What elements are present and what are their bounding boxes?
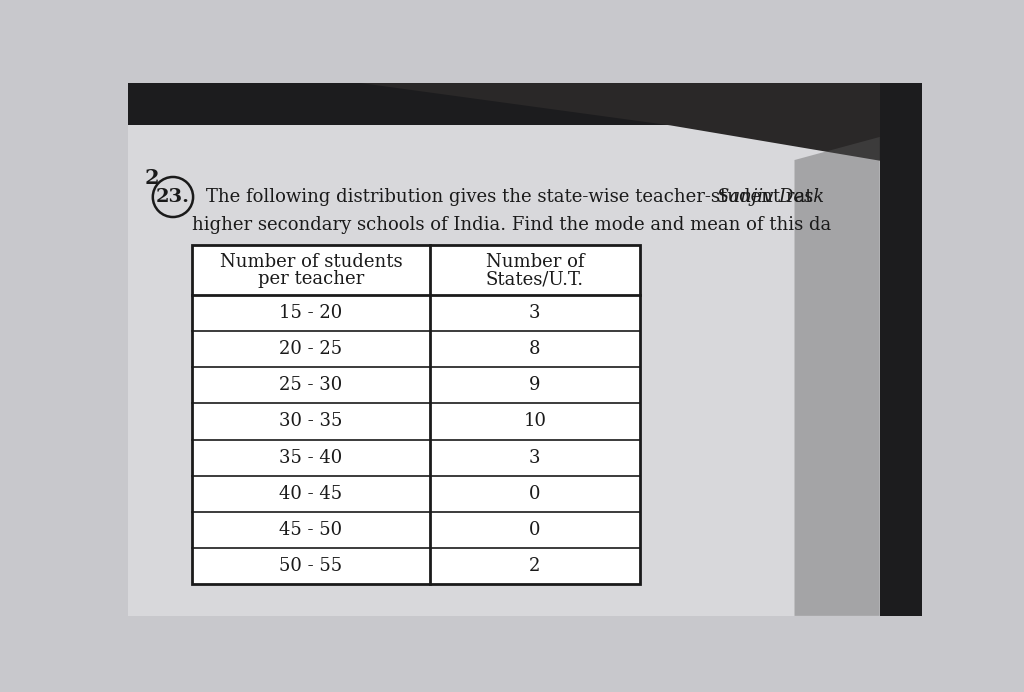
Text: 3: 3	[529, 304, 541, 322]
Text: 2: 2	[529, 557, 541, 575]
Bar	[880, 83, 922, 616]
Text: higher secondary schools of India. Find the mode and mean of this da: higher secondary schools of India. Find …	[191, 217, 830, 235]
Bar	[128, 83, 922, 125]
Text: 0: 0	[529, 521, 541, 539]
Text: Number of students: Number of students	[219, 253, 402, 271]
Polygon shape	[795, 137, 880, 616]
Text: The following distribution gives the state-wise teacher-student rat: The following distribution gives the sta…	[206, 188, 812, 206]
Text: 35 - 40: 35 - 40	[280, 448, 342, 466]
Text: States/U.T.: States/U.T.	[485, 270, 584, 288]
Text: 15 - 20: 15 - 20	[280, 304, 342, 322]
Text: 50 - 55: 50 - 55	[280, 557, 342, 575]
Text: 40 - 45: 40 - 45	[280, 485, 342, 503]
Text: 8: 8	[529, 340, 541, 358]
Text: 25 - 30: 25 - 30	[280, 376, 342, 394]
Text: 10: 10	[523, 412, 547, 430]
Text: 30 - 35: 30 - 35	[280, 412, 343, 430]
Bar	[191, 245, 640, 584]
Text: 9: 9	[529, 376, 541, 394]
Text: Number of: Number of	[485, 253, 584, 271]
Text: 0: 0	[529, 485, 541, 503]
Text: Sanjiv Desk: Sanjiv Desk	[717, 188, 824, 206]
Polygon shape	[360, 83, 922, 167]
Text: 2: 2	[145, 167, 160, 188]
Text: per teacher: per teacher	[258, 270, 364, 288]
Text: 3: 3	[529, 448, 541, 466]
Text: 45 - 50: 45 - 50	[280, 521, 342, 539]
Text: 20 - 25: 20 - 25	[280, 340, 342, 358]
Text: 23.: 23.	[156, 188, 189, 206]
